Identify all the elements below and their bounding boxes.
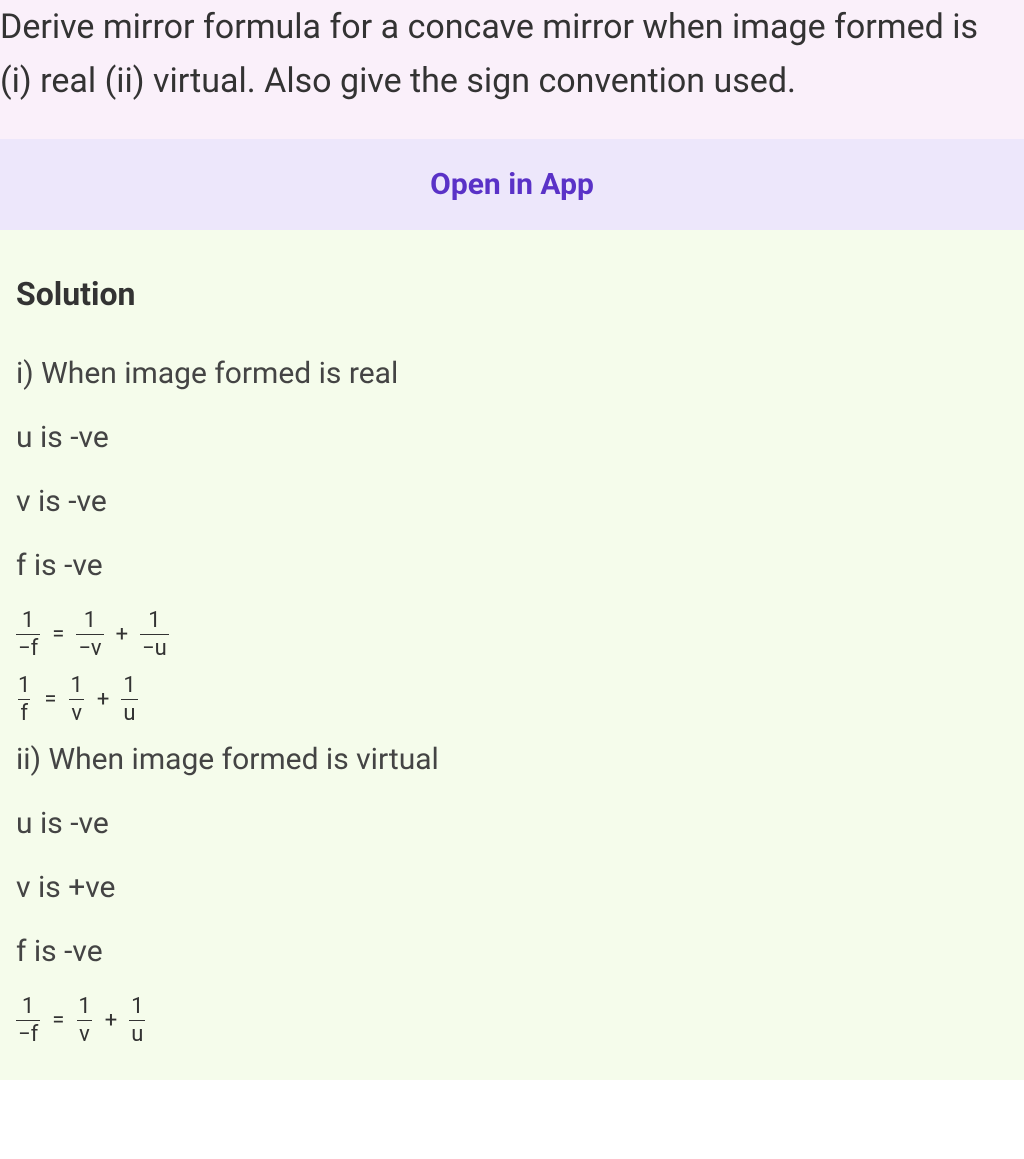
fraction: 1 u [129, 995, 145, 1046]
numerator: 1 [129, 995, 145, 1020]
question-block: Derive mirror formula for a concave mirr… [0, 0, 1024, 139]
part1-equation-1: 1 −f = 1 −v + 1 −u [16, 609, 1008, 660]
part1-title: i) When image formed is real [16, 353, 1008, 395]
equals-sign: = [50, 622, 66, 647]
numerator: 1 [121, 674, 137, 699]
part1-line-f: f is -ve [16, 545, 1008, 587]
denominator: f [18, 699, 30, 725]
equals-sign: = [42, 687, 58, 712]
part2-line-v: v is +ve [16, 867, 1008, 909]
open-in-app-banner[interactable]: Open in App [0, 139, 1024, 230]
part2-line-u: u is -ve [16, 803, 1008, 845]
denominator: v [77, 1020, 92, 1046]
numerator: 1 [20, 995, 36, 1020]
denominator: −f [16, 1020, 40, 1046]
denominator: u [121, 699, 137, 725]
equals-sign: = [50, 1008, 66, 1033]
numerator: 1 [16, 674, 32, 699]
fraction: 1 f [16, 674, 32, 725]
solution-block: Solution i) When image formed is real u … [0, 230, 1024, 1081]
fraction: 1 u [121, 674, 137, 725]
numerator: 1 [76, 995, 92, 1020]
numerator: 1 [82, 609, 98, 634]
denominator: u [129, 1020, 145, 1046]
part2-line-f: f is -ve [16, 931, 1008, 973]
fraction: 1 v [68, 674, 84, 725]
part2-equation-1: 1 −f = 1 v + 1 u [16, 995, 1008, 1046]
fraction: 1 v [76, 995, 92, 1046]
question-text: Derive mirror formula for a concave mirr… [0, 0, 1008, 109]
denominator: −f [16, 634, 40, 660]
open-in-app-label: Open in App [430, 167, 594, 202]
denominator: −u [140, 634, 169, 660]
numerator: 1 [68, 674, 84, 699]
numerator: 1 [146, 609, 162, 634]
numerator: 1 [20, 609, 36, 634]
part1-equation-2: 1 f = 1 v + 1 u [16, 674, 1008, 725]
fraction: 1 −v [76, 609, 103, 660]
denominator: v [69, 699, 84, 725]
fraction: 1 −f [16, 609, 40, 660]
solution-heading: Solution [16, 275, 1008, 313]
plus-sign: + [103, 1008, 119, 1033]
denominator: −v [76, 634, 103, 660]
part1-line-u: u is -ve [16, 417, 1008, 459]
plus-sign: + [95, 687, 111, 712]
part2-title: ii) When image formed is virtual [16, 739, 1008, 781]
fraction: 1 −f [16, 995, 40, 1046]
plus-sign: + [114, 622, 130, 647]
fraction: 1 −u [140, 609, 169, 660]
part1-line-v: v is -ve [16, 481, 1008, 523]
